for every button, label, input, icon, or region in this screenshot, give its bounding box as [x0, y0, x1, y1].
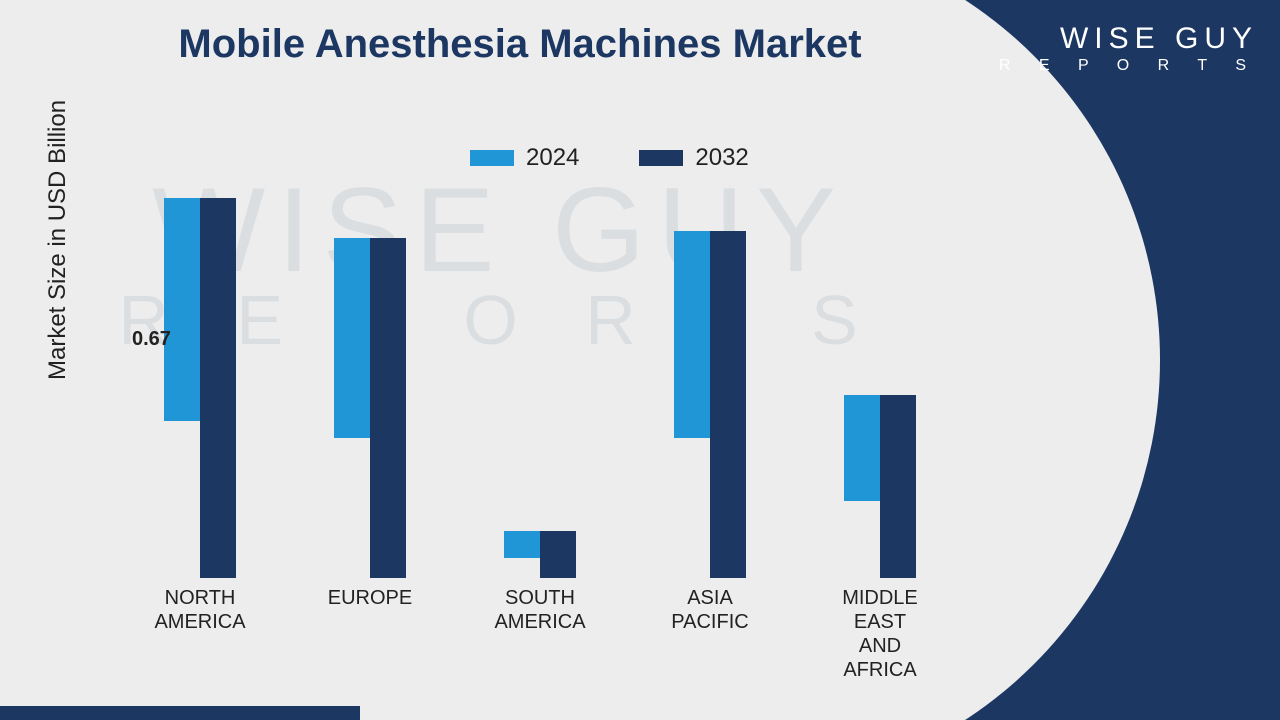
- brand-line1: WISE GUY: [999, 24, 1258, 54]
- chart-title: Mobile Anesthesia Machines Market: [120, 22, 920, 67]
- bar-group: [310, 238, 430, 578]
- x-axis: NORTHAMERICA EUROPE SOUTHAMERICA ASIAPACIFI…: [110, 580, 930, 700]
- legend-item-b: 2032: [639, 144, 748, 172]
- bar-series-b: [710, 231, 746, 578]
- legend-label-b: 2032: [695, 144, 748, 172]
- y-axis-label: Market Size in USD Billion: [44, 100, 72, 380]
- bar-series-a: [504, 531, 540, 558]
- legend-swatch-b: [639, 150, 683, 166]
- bottom-accent-bar: [0, 706, 360, 720]
- bar-group: [820, 395, 940, 578]
- bar-group: [650, 231, 770, 578]
- x-axis-label: NORTHAMERICA: [130, 586, 270, 634]
- bar-series-b: [540, 531, 576, 578]
- x-axis-label: EUROPE: [300, 586, 440, 610]
- bar-series-a: [334, 238, 370, 438]
- brand-logo: WISE GUY R E P O R T S: [999, 24, 1258, 74]
- bar-series-b: [370, 238, 406, 578]
- legend-label-a: 2024: [526, 144, 579, 172]
- bar-series-a: [844, 395, 880, 502]
- bar-series-b: [200, 198, 236, 578]
- plot-area: 0.67: [110, 178, 930, 578]
- bar-series-a: [674, 231, 710, 438]
- chart-canvas: WISE GUY R E P O R T S Mobile Anesthesia…: [0, 0, 1280, 720]
- bar-value-label: 0.67: [132, 328, 171, 351]
- legend-swatch-a: [470, 150, 514, 166]
- brand-line2: R E P O R T S: [999, 58, 1258, 74]
- bar-series-b: [880, 395, 916, 578]
- bar-series-a: [164, 198, 200, 421]
- x-axis-label: ASIAPACIFIC: [640, 586, 780, 634]
- legend: 2024 2032: [470, 144, 749, 172]
- bar-group: [140, 198, 260, 578]
- legend-item-a: 2024: [470, 144, 579, 172]
- x-axis-label: SOUTHAMERICA: [470, 586, 610, 634]
- bar-group: [480, 531, 600, 578]
- x-axis-label: MIDDLEEASTANDAFRICA: [810, 586, 950, 682]
